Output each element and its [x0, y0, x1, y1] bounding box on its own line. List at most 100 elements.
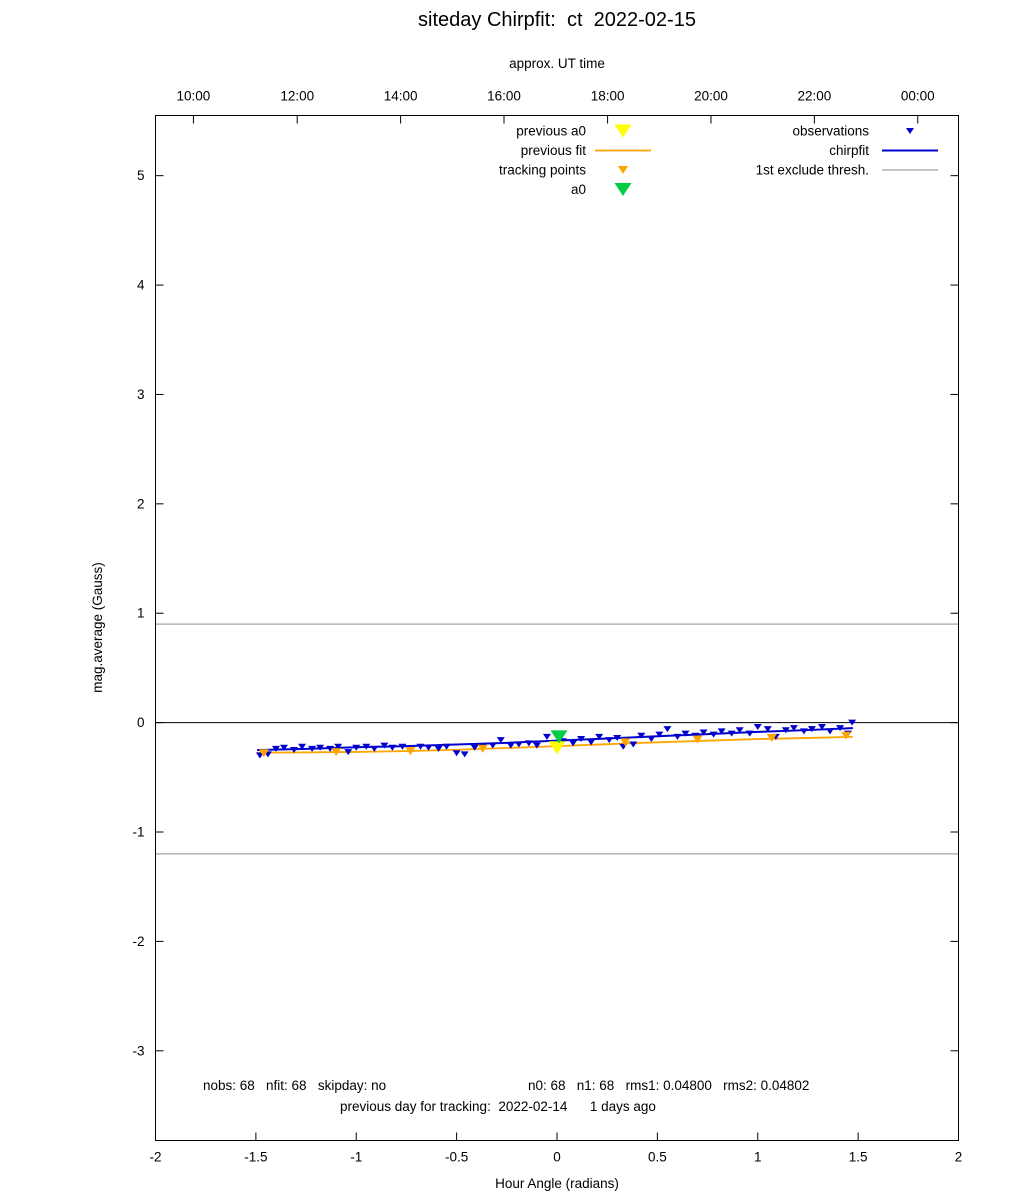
observations-marker	[848, 719, 857, 726]
stats-line2: previous day for tracking: 2022-02-14 1 …	[340, 1099, 656, 1114]
observations-marker	[681, 730, 690, 737]
observations-marker	[388, 744, 397, 751]
observations-marker	[514, 741, 523, 748]
observations-marker	[298, 743, 307, 750]
observations-marker	[613, 734, 622, 741]
stats-line1-left: nobs: 68 nfit: 68 skipday: no	[203, 1078, 387, 1093]
observations-marker	[452, 750, 461, 757]
x-axis-title: Hour Angle (radians)	[495, 1176, 619, 1191]
observations-marker	[362, 743, 371, 750]
observations-marker	[416, 743, 425, 750]
y-axis-title-wrap: mag.average (Gauss)	[82, 115, 112, 1140]
legend-label-previous-fit: previous fit	[521, 143, 587, 158]
observations-marker	[709, 731, 718, 738]
tracking-points-marker	[692, 735, 703, 744]
observations-marker	[308, 745, 317, 752]
chart-title: siteday Chirpfit: ct 2022-02-15	[418, 9, 696, 31]
observations-marker	[587, 739, 596, 746]
top-axis-title: approx. UT time	[509, 56, 605, 71]
x-tick-label: -2	[149, 1150, 161, 1165]
observations-marker	[595, 733, 604, 740]
y-tick-label: 2	[137, 496, 145, 511]
legend-label-previous-a0: previous a0	[516, 124, 586, 139]
observations-marker	[352, 744, 361, 751]
stats-line1-right: n0: 68 n1: 68 rms1: 0.04800 rms2: 0.0480…	[528, 1078, 810, 1093]
y-axis-title: mag.average (Gauss)	[89, 562, 105, 693]
observations-marker	[424, 744, 433, 751]
legend-symbol-a0	[614, 183, 632, 196]
observations-marker	[836, 725, 845, 732]
observations-marker	[271, 745, 280, 752]
previous-a0-marker	[548, 741, 566, 755]
y-tick-label: 0	[137, 715, 145, 730]
observations-marker	[673, 733, 682, 740]
y-tick-label: 1	[137, 606, 145, 621]
x-tick-label: -1	[350, 1150, 362, 1165]
observations-marker	[789, 725, 798, 732]
ut-tick-label: 00:00	[901, 89, 935, 104]
observations-marker	[763, 726, 772, 733]
a0-marker	[550, 730, 568, 744]
tracking-points-marker	[841, 731, 852, 740]
legend-symbol-tracking-points	[618, 166, 628, 174]
observations-marker	[569, 740, 578, 747]
observations-marker	[279, 744, 288, 751]
ut-tick-label: 22:00	[797, 89, 831, 104]
observations-marker	[577, 736, 586, 743]
observations-marker	[647, 736, 656, 743]
observations-marker	[735, 727, 744, 734]
ut-tick-label: 18:00	[591, 89, 625, 104]
observations-marker	[524, 740, 533, 747]
observations-marker	[532, 742, 541, 749]
ut-tick-label: 16:00	[487, 89, 521, 104]
observations-marker	[316, 744, 325, 751]
observations-marker	[753, 723, 762, 730]
observations-marker	[326, 745, 335, 752]
tracking-points-marker	[766, 733, 777, 742]
observations-marker	[470, 744, 479, 751]
tracking-points-marker	[620, 738, 631, 747]
ut-tick-label: 20:00	[694, 89, 728, 104]
x-tick-label: 2	[955, 1150, 963, 1165]
legend-label-observations: observations	[792, 124, 869, 139]
observations-marker	[488, 742, 497, 749]
legend-label-a0: a0	[571, 182, 586, 197]
observations-marker	[344, 749, 353, 756]
observations-marker	[398, 743, 407, 750]
y-tick-label: -1	[132, 825, 144, 840]
observations-marker	[434, 745, 443, 752]
observations-marker	[637, 732, 646, 739]
observations-marker	[629, 741, 638, 748]
observations-marker	[380, 742, 389, 749]
y-tick-label: 5	[137, 168, 145, 183]
x-tick-label: 0.5	[648, 1150, 667, 1165]
observations-marker	[542, 733, 551, 740]
y-tick-label: 3	[137, 387, 145, 402]
observations-marker	[663, 726, 672, 733]
legend-symbol-observations	[906, 128, 914, 134]
observations-marker	[817, 723, 826, 730]
legend-symbol-previous-a0	[614, 124, 632, 138]
ut-tick-label: 14:00	[384, 89, 418, 104]
observations-marker	[717, 728, 726, 735]
y-tick-label: -3	[132, 1043, 144, 1058]
tracking-points-marker	[331, 748, 342, 757]
observations-marker	[496, 737, 505, 744]
observations-marker	[605, 737, 614, 744]
observations-marker	[506, 742, 515, 749]
x-tick-label: -1.5	[244, 1150, 267, 1165]
plot-border	[155, 115, 959, 1141]
ut-tick-label: 10:00	[177, 89, 211, 104]
ut-tick-label: 12:00	[280, 89, 314, 104]
observations-marker	[655, 731, 664, 738]
tracking-points-marker	[477, 744, 488, 753]
x-tick-label: 1	[754, 1150, 762, 1165]
x-tick-label: 1.5	[849, 1150, 868, 1165]
legend-label-chirpfit: chirpfit	[829, 143, 869, 158]
y-tick-label: 4	[137, 278, 145, 293]
tracking-points-marker	[258, 749, 269, 758]
observations-marker	[290, 746, 299, 753]
observations-marker	[799, 728, 808, 735]
